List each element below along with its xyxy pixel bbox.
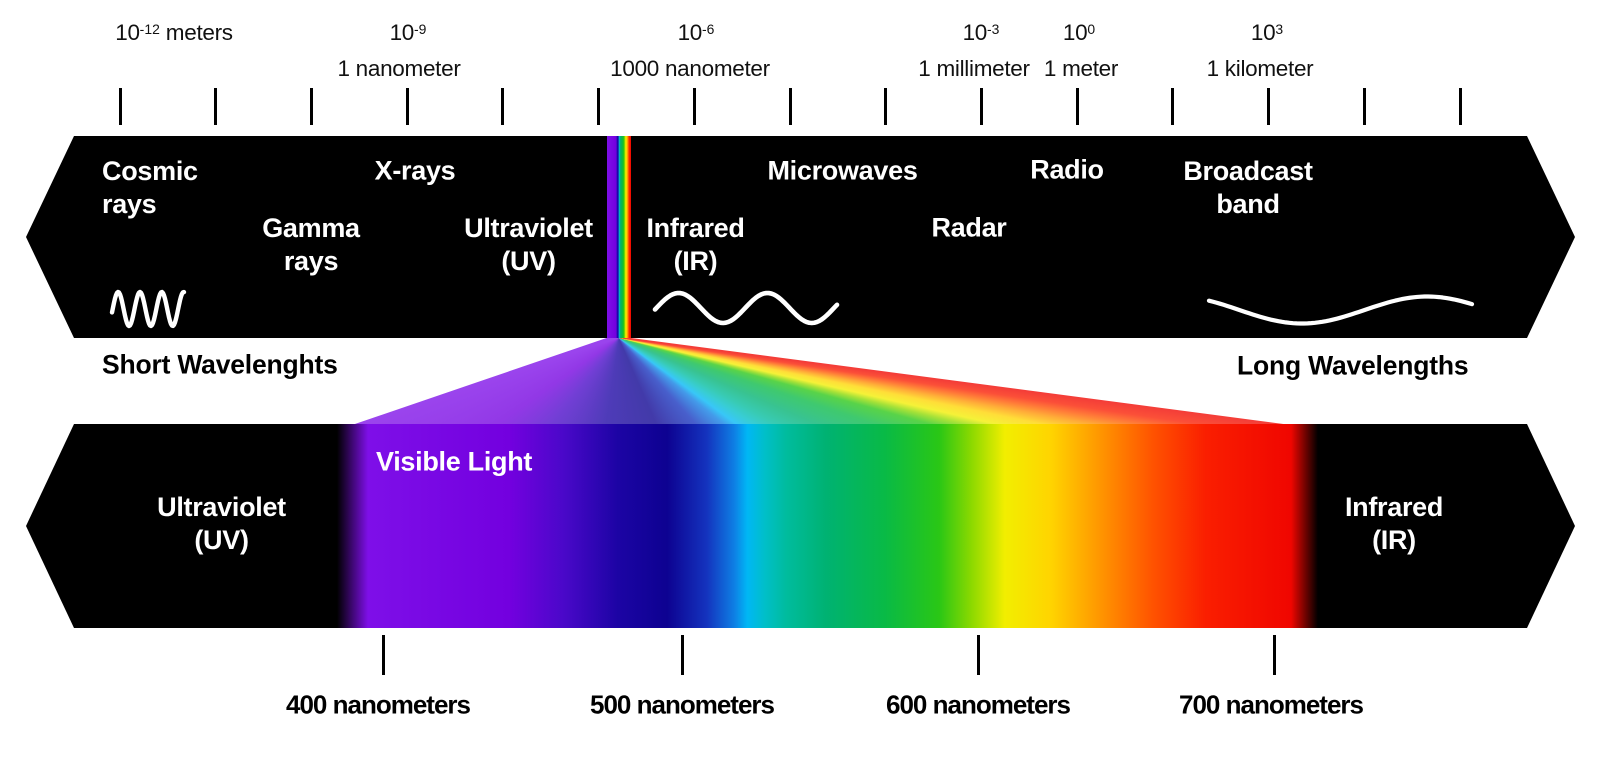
scale-tick (1267, 88, 1271, 125)
nm-label-600-nanometers: 600 nanometers (886, 689, 1071, 719)
label-line: band (1216, 188, 1280, 219)
label-line: Radar (931, 212, 1007, 243)
label-line: (UV) (501, 245, 556, 276)
label-line: Infrared (1344, 491, 1444, 522)
label-line: Infrared (646, 212, 745, 243)
label-line: Broadcast (1183, 155, 1313, 186)
power-base: 10 (962, 20, 988, 45)
power-base: 10 (115, 20, 140, 45)
scale-tick (214, 88, 218, 125)
unit-1000-nanometer: 1000 nanometer (610, 56, 770, 81)
scale-tick (884, 88, 888, 125)
nm-tick-500-nanometers (680, 635, 684, 675)
label-line: Ultraviolet (157, 491, 286, 522)
scale-tick (692, 88, 696, 125)
visible-spectrum-bar: Ultraviolet (UV) Infrared (IR) Visible Ligh… (26, 424, 1575, 628)
power-suffix: meters (159, 20, 233, 45)
power-base: 10 (1062, 20, 1088, 45)
x-rays-label: X-rays (375, 155, 456, 188)
power-10-minus-9: 10-9 (390, 20, 427, 46)
gamma-rays-label: Gamma rays (262, 212, 360, 278)
infrared-ir-2-label: Infrared (IR) (1345, 491, 1443, 557)
unit-1-millimeter: 1 millimeter (918, 56, 1030, 81)
power-base: 10 (389, 20, 415, 45)
unit-1-nanometer: 1 nanometer (337, 56, 461, 81)
scale-tick (1458, 88, 1462, 125)
label-line: X-rays (374, 155, 456, 186)
scale-tick (405, 88, 409, 125)
label-line: rays (283, 245, 339, 276)
scale-tick (118, 88, 122, 125)
label-line: (IR) (673, 245, 718, 276)
label-line: Radio (1030, 154, 1104, 185)
power-10-minus-3: 10-3 (963, 20, 1000, 46)
power-exponent: 0 (1087, 21, 1096, 38)
label-line: Microwaves (767, 155, 918, 186)
label-line: Ultraviolet (464, 212, 593, 243)
visible-light-label: Visible Light (376, 446, 533, 477)
nm-tick-700-nanometers (1272, 635, 1276, 675)
scale-tick (788, 88, 792, 125)
scale-tick (309, 88, 313, 125)
radar-label: Radar (931, 212, 1006, 245)
power-exponent: -9 (414, 21, 427, 38)
scale-tick (979, 88, 983, 125)
scale-tick (1362, 88, 1366, 125)
label-line: rays (102, 188, 157, 219)
label-line: Cosmic (102, 155, 198, 186)
power-10-cubed: 103 (1251, 20, 1283, 46)
ultraviolet-uv-2-label: Ultraviolet (UV) (157, 491, 286, 557)
power-10-zero: 100 (1063, 20, 1095, 46)
short-wavelengths-title: Short Wavelenghts (102, 349, 338, 380)
power-base: 10 (677, 20, 703, 45)
nm-tick-600-nanometers (976, 635, 980, 675)
visible-light-strip (606, 136, 631, 338)
power-10-minus-6: 10-6 (678, 20, 715, 46)
nm-label-500-nanometers: 500 nanometers (590, 689, 775, 719)
unit-1-meter: 1 meter (1043, 56, 1119, 81)
microwaves-label: Microwaves (767, 155, 917, 188)
power-exponent: -6 (702, 21, 715, 38)
em-bands-bar: Cosmic rays Gamma rays X-rays Ultraviolet (UV)… (26, 136, 1575, 338)
power-exponent: -3 (987, 21, 1000, 38)
cosmic-rays-label: Cosmic rays (102, 155, 198, 221)
nm-label-700-nanometers: 700 nanometers (1179, 689, 1364, 719)
visible-spectrum-gradient (337, 424, 1318, 628)
label-line: (UV) (194, 524, 249, 555)
scale-tick (1171, 88, 1175, 125)
power-exponent: 3 (1275, 21, 1284, 38)
light-dispersion-fan (352, 338, 1291, 425)
label-line: Gamma (262, 212, 360, 243)
power-10-minus-12-meters: 10-12 meters (115, 20, 233, 46)
nm-tick-400-nanometers (381, 635, 385, 675)
scale-tick (597, 88, 601, 125)
radio-label: Radio (1030, 154, 1104, 187)
infrared-ir-label: Infrared (IR) (646, 212, 744, 278)
power-base: 10 (1250, 20, 1276, 45)
scale-tick (1075, 88, 1079, 125)
nm-label-400-nanometers: 400 nanometers (286, 689, 471, 719)
label-line: (IR) (1372, 524, 1416, 555)
broadcast-band-label: Broadcast band (1183, 155, 1313, 221)
long-wavelengths-title: Long Wavelengths (1237, 350, 1469, 381)
ultraviolet-uv-label: Ultraviolet (UV) (464, 212, 593, 278)
power-exponent: -12 (139, 21, 160, 38)
scale-tick (501, 88, 505, 125)
unit-1-kilometer: 1 kilometer (1206, 56, 1314, 81)
